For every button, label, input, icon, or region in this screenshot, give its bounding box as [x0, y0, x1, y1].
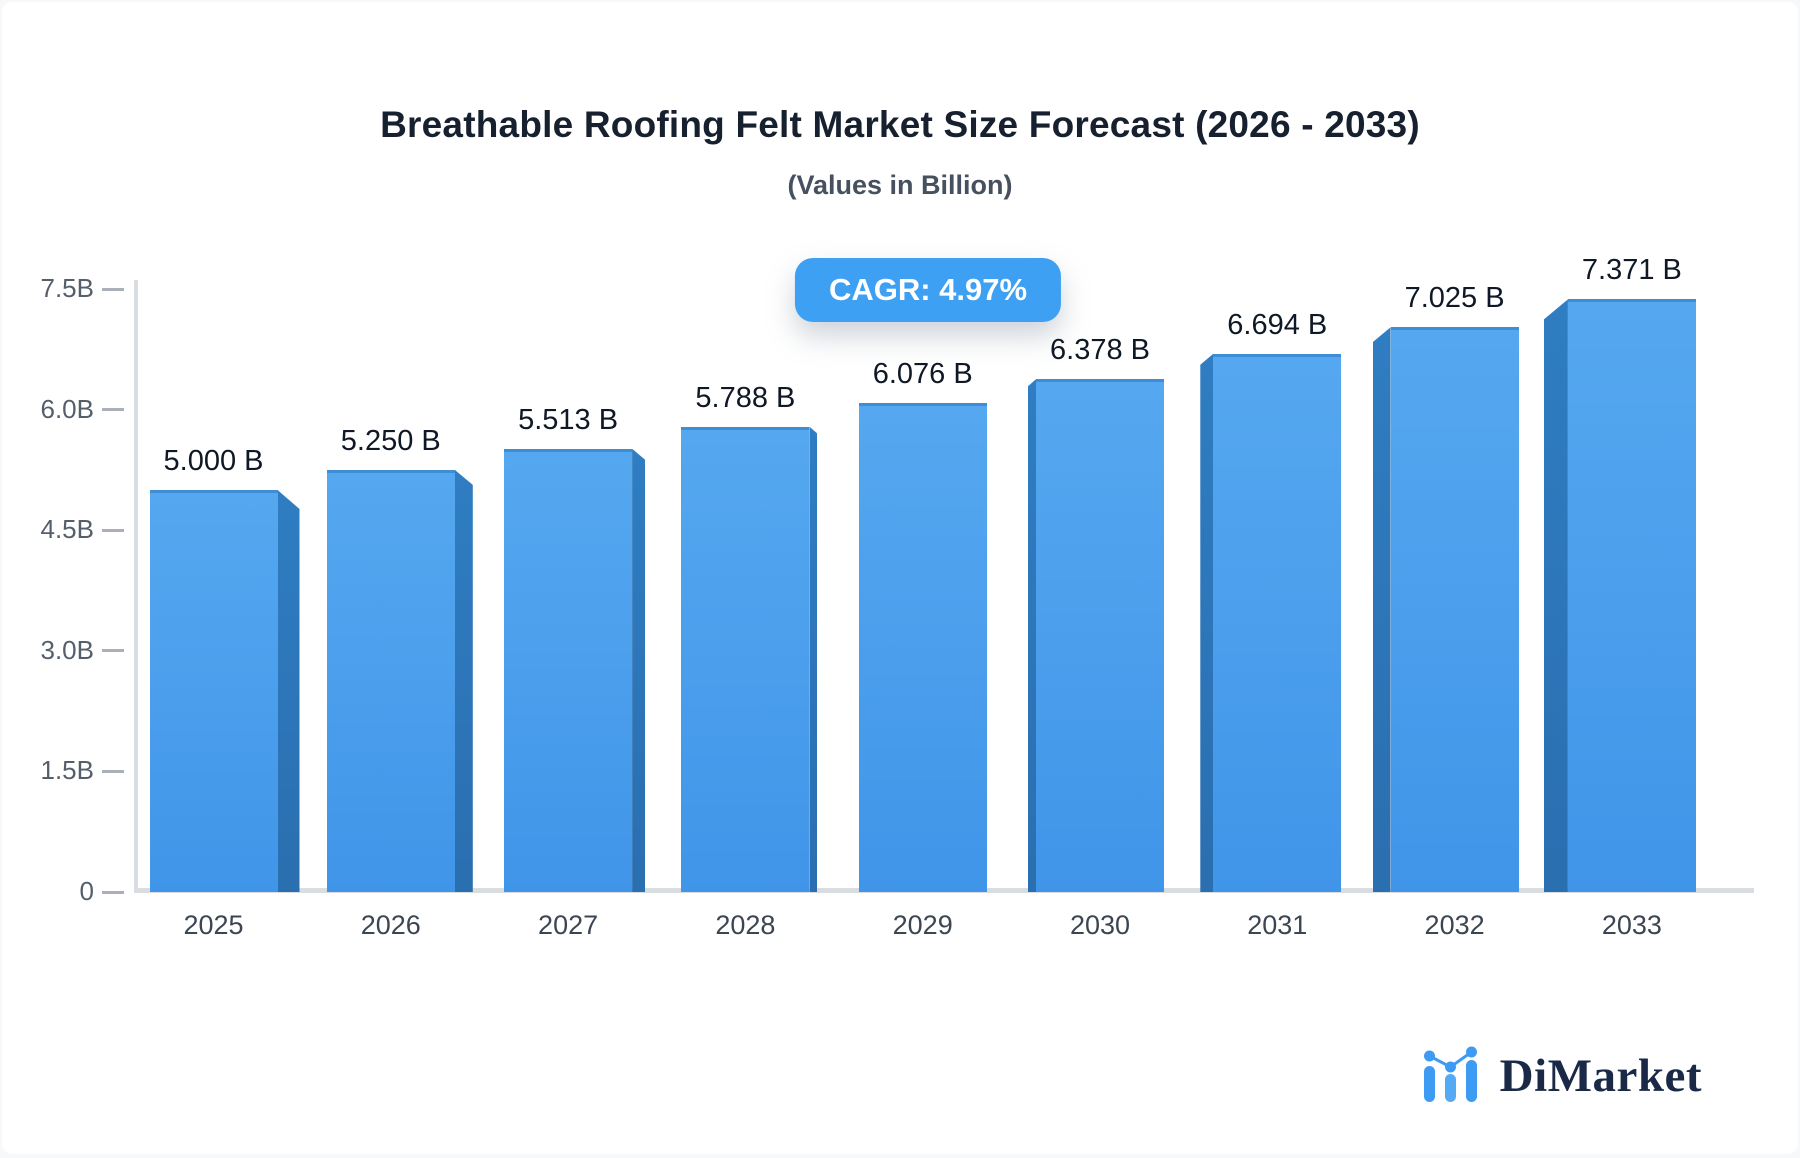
x-tick-label-2027: 2027: [538, 910, 599, 940]
bar-value-label-2032: 7.025 B: [1404, 282, 1505, 315]
bar-front-face: [149, 490, 278, 892]
bar-2032[interactable]: [1372, 327, 1519, 892]
dimarket-logo-text: DiMarket: [1499, 1050, 1702, 1102]
bar-value-label-2033: 7.371 B: [1581, 254, 1682, 287]
bar-2028[interactable]: [681, 426, 818, 892]
bar-value-label-2025: 5.000 B: [163, 445, 264, 477]
bar-front-face: [858, 403, 987, 892]
bar-side-face: [277, 490, 300, 892]
bar-2029[interactable]: [858, 403, 987, 892]
bar-front-face: [1390, 327, 1519, 892]
y-tick-mark: [102, 649, 124, 653]
bar-chart-logo-icon: [1423, 1046, 1477, 1102]
bar-2027[interactable]: [504, 448, 646, 892]
bar-2031[interactable]: [1200, 353, 1342, 892]
bar-front-face: [1567, 299, 1696, 892]
bar-2033[interactable]: [1543, 299, 1696, 892]
bar-front-face: [1036, 379, 1164, 892]
y-tick-mark: [102, 287, 124, 291]
bar-2026[interactable]: [326, 469, 473, 892]
y-tick-mark: [102, 890, 124, 894]
y-tick-mark: [102, 528, 124, 532]
cagr-badge: CAGR: 4.97%: [794, 258, 1062, 322]
y-tick-mark: [102, 408, 124, 412]
y-tick-label: 1.5B: [40, 755, 95, 786]
bar-side-face: [632, 448, 646, 892]
y-axis-line: [134, 280, 138, 893]
bar-value-label-2026: 5.250 B: [340, 424, 441, 457]
x-tick-label-2028: 2028: [715, 910, 776, 940]
bar-front-face: [1213, 353, 1342, 892]
dimarket-logo[interactable]: DiMarket: [1414, 1044, 1702, 1108]
bar-side-face: [1372, 327, 1391, 892]
x-tick-label-2031: 2031: [1247, 910, 1308, 940]
bar-front-face: [326, 469, 455, 892]
bar-2025[interactable]: [149, 490, 300, 892]
bar-side-face: [809, 426, 818, 892]
x-tick-label-2026: 2026: [360, 910, 421, 940]
y-tick-mark: [102, 769, 124, 773]
bar-side-face: [1200, 353, 1214, 892]
bar-side-face: [1543, 299, 1568, 892]
bar-value-label-2028: 5.788 B: [695, 381, 796, 414]
bar-value-label-2027: 5.513 B: [518, 403, 619, 436]
y-tick-label: 6.0B: [40, 393, 95, 424]
chart-title: Breathable Roofing Felt Market Size Fore…: [380, 104, 1420, 145]
x-tick-label-2030: 2030: [1069, 910, 1131, 940]
bar-value-label-2029: 6.076 B: [872, 358, 973, 391]
bar-value-label-2031: 6.694 B: [1227, 308, 1328, 341]
y-tick-label: 4.5B: [40, 514, 95, 545]
y-tick-label: 3.0B: [40, 634, 95, 665]
chart-subtitle: (Values in Billion): [787, 170, 1013, 200]
x-tick-label-2025: 2025: [183, 910, 244, 940]
bar-side-face: [454, 469, 473, 892]
y-tick-label: 7.5B: [40, 273, 95, 303]
bar-2030[interactable]: [1028, 379, 1164, 892]
x-tick-label-2033: 2033: [1601, 910, 1662, 940]
x-tick-label-2032: 2032: [1424, 910, 1485, 940]
bar-value-label-2030: 6.378 B: [1050, 334, 1150, 367]
bar-front-face: [504, 448, 633, 892]
x-tick-label-2029: 2029: [892, 910, 953, 940]
bar-front-face: [681, 426, 810, 892]
y-tick-label: 0: [79, 876, 94, 906]
bar-side-face: [1028, 379, 1036, 892]
